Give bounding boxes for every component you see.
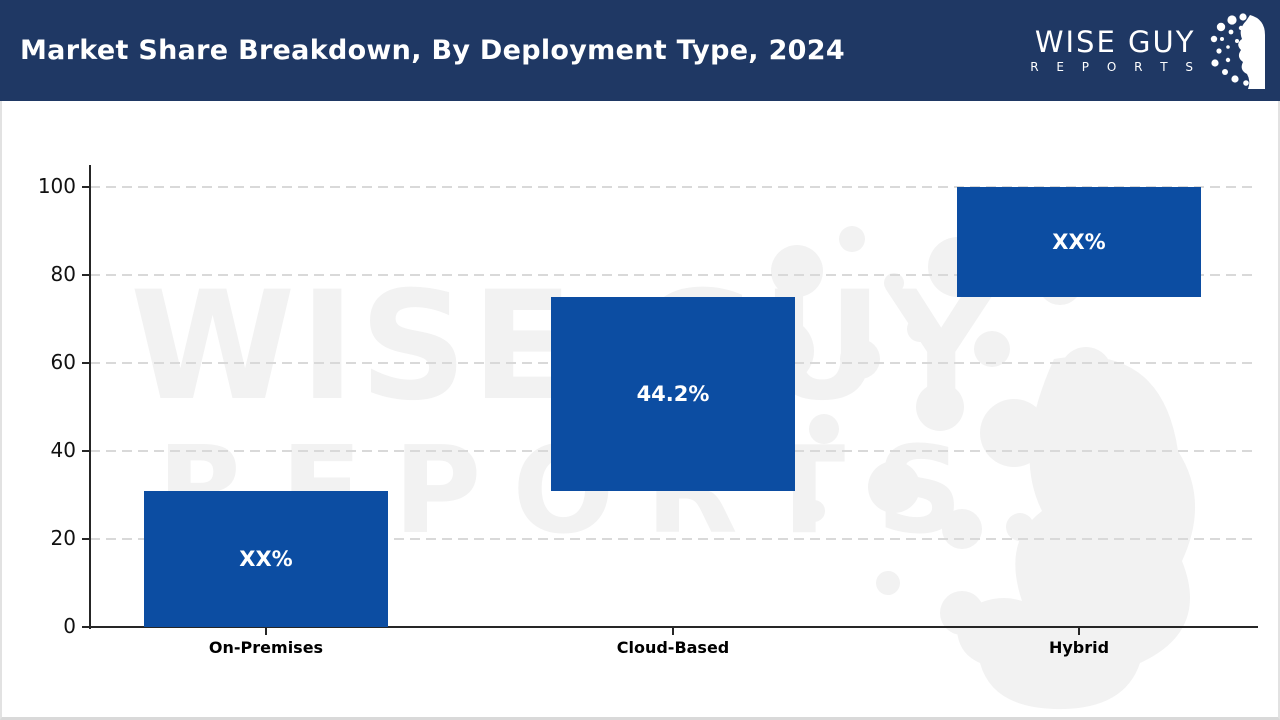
y-tick-mark: [82, 186, 90, 188]
brand-subtext: R E P O R T S: [1030, 59, 1200, 74]
x-tick-mark: [672, 627, 674, 635]
y-tick-label: 100: [37, 174, 76, 198]
category-label-hybrid: Hybrid: [1048, 638, 1110, 657]
category-label-cloud-based: Cloud-Based: [616, 638, 730, 657]
y-tick-mark: [82, 274, 90, 276]
bar-hybrid: XX%: [957, 187, 1201, 297]
chart-area: WISE GUY REPORTS 0 20 40 60 80 100 XX% On-Premi…: [0, 101, 1280, 720]
y-axis-line: [89, 165, 91, 629]
gridline-y-100: [90, 186, 1258, 188]
y-tick-label: 60: [50, 350, 76, 374]
y-tick-label: 40: [50, 438, 76, 462]
bar-value-label: XX%: [1052, 229, 1106, 254]
bar-value-label: XX%: [239, 547, 293, 571]
gridline-y-80: [90, 274, 1258, 276]
y-tick-mark: [82, 626, 90, 628]
gridline-y-20: [90, 538, 1258, 540]
brand-wordmark: WISE GUY: [1034, 25, 1196, 60]
x-tick-mark: [265, 627, 267, 635]
category-label-on-premises: On-Premises: [208, 638, 324, 657]
page-title: Market Share Breakdown, By Deployment Ty…: [20, 35, 845, 66]
y-tick-label: 80: [50, 262, 76, 286]
y-tick-mark: [82, 362, 90, 364]
brand-logo: WISE GUY R E P O R T S: [1030, 0, 1268, 101]
bar-cloud-based: 44.2%: [551, 296, 795, 492]
y-tick-label: 20: [50, 526, 76, 550]
y-tick-label: 0: [63, 614, 76, 638]
y-tick-mark: [82, 538, 90, 540]
bar-value-label: 44.2%: [636, 381, 710, 406]
x-tick-mark: [1078, 627, 1080, 635]
header-bar: Market Share Breakdown, By Deployment Ty…: [0, 0, 1280, 101]
bar-on-premises: XX%: [144, 491, 388, 627]
wise-guy-face-icon: [1210, 12, 1265, 89]
y-tick-mark: [82, 450, 90, 452]
